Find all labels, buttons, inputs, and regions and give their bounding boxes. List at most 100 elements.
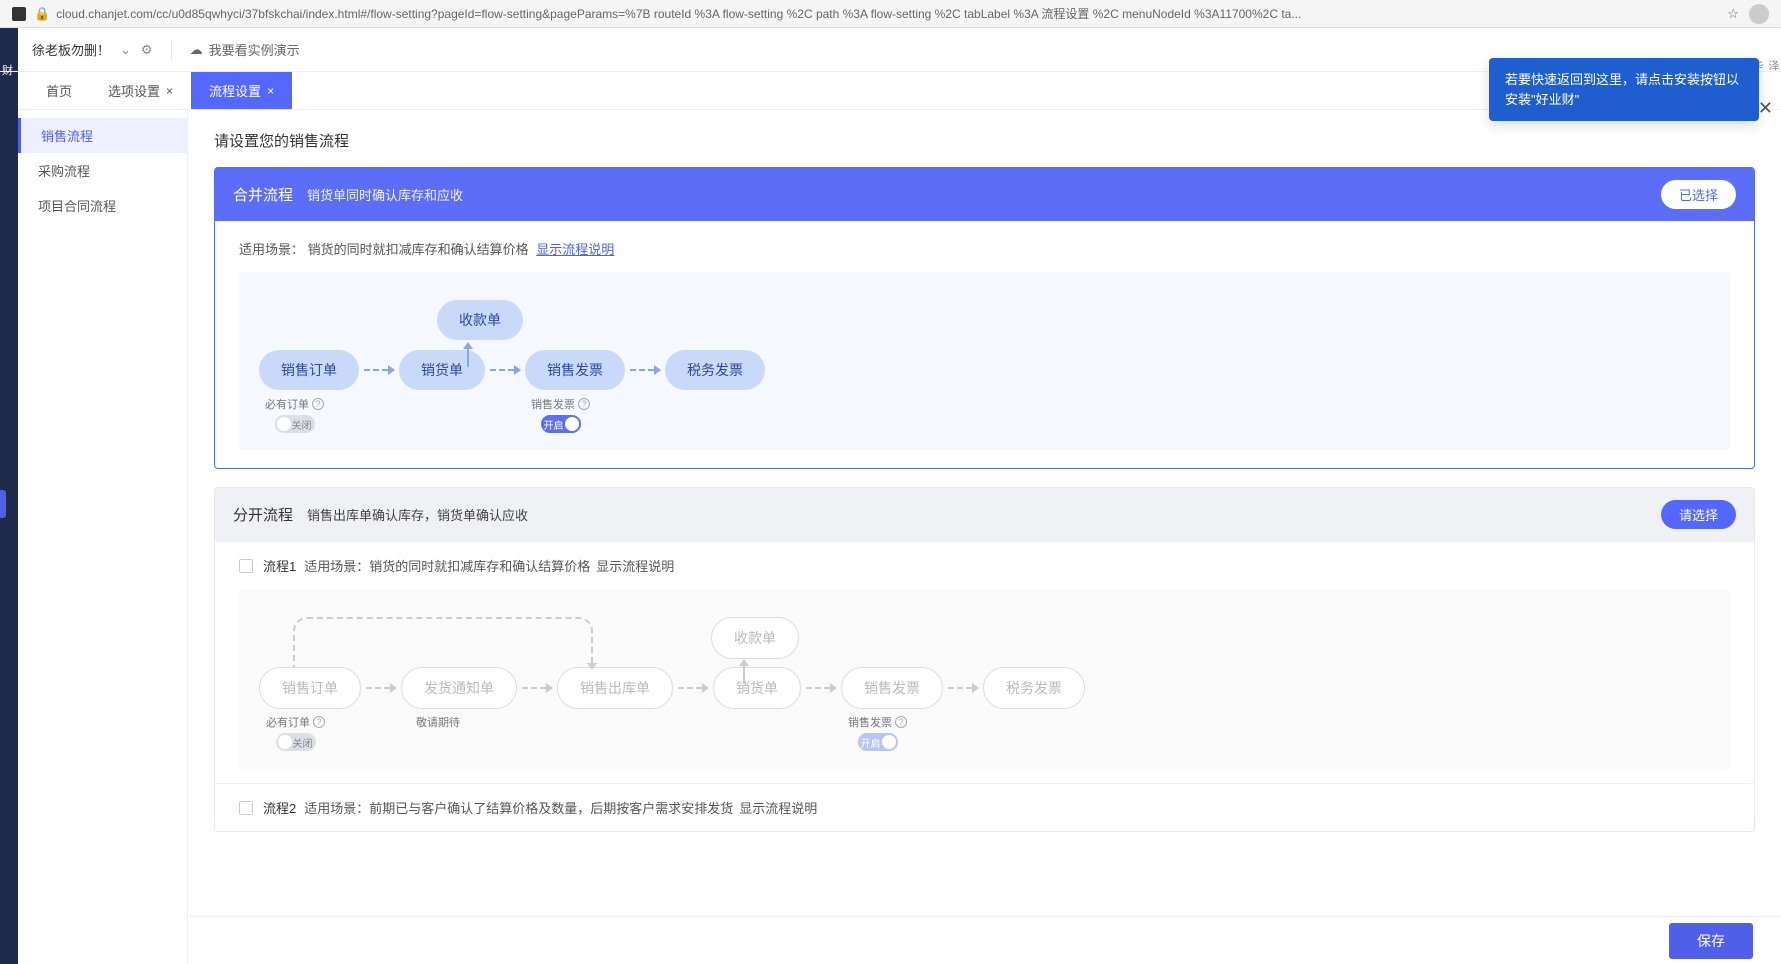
help-icon[interactable]: ?: [895, 716, 907, 728]
process2-head: 流程2 适用场景： 前期已与客户确认了结算价格及数量，后期按客户需求安排发货 显…: [239, 798, 1730, 817]
chevron-down-icon[interactable]: ⌄: [120, 42, 131, 58]
node-label: 税务发票: [687, 362, 743, 378]
selected-button[interactable]: 已选择: [1661, 180, 1736, 209]
tab-label: 选项设置: [108, 81, 160, 100]
toggle-label: 关闭: [292, 417, 312, 432]
tooltip-text: 若要快速返回到这里，请点击安装按钮以安装"好业财": [1505, 72, 1739, 107]
checkbox-process1[interactable]: [239, 559, 253, 573]
star-icon[interactable]: ☆: [1727, 6, 1739, 22]
section-body: 适用场景： 销货的同时就扣减库存和确认结算价格 显示流程说明 收款单 销售订单 …: [215, 221, 1754, 468]
arrow-up: [463, 342, 473, 367]
app-header: 徐老板勿删！ ⌄ ⚙ ☁ 我要看实例演示 若要快速返回到这里，请点击安装按钮以安…: [0, 28, 1781, 72]
scenario-text: 销货的同时就扣减库存和确认结算价格: [308, 242, 529, 257]
flow-node-shipping-notice: 发货通知单 敬请期待: [401, 667, 517, 709]
arrow-icon: [485, 365, 525, 375]
tab-close-icon[interactable]: ×: [267, 84, 274, 98]
tab-close-icon[interactable]: ×: [166, 84, 173, 98]
curved-arrowhead: [587, 663, 597, 670]
tab-flow-settings[interactable]: 流程设置 ×: [191, 72, 292, 109]
node-label: 收款单: [734, 630, 776, 646]
show-flow-desc-link[interactable]: 显示流程说明: [536, 242, 614, 257]
arrow-icon: [625, 365, 665, 375]
site-icon: [12, 7, 26, 21]
sidebar-item-sales-flow[interactable]: 销售流程: [18, 118, 187, 153]
scenario-line: 适用场景： 销货的同时就扣减库存和确认结算价格 显示流程说明: [239, 239, 1730, 258]
browser-avatar[interactable]: [1749, 4, 1769, 24]
section-subtitle: 销售出库单确认库存，销货单确认应收: [307, 505, 528, 524]
toggle-must-have-order[interactable]: 关闭: [275, 415, 315, 433]
show-flow-desc-link[interactable]: 显示流程说明: [596, 556, 674, 575]
flow-diagram-disabled: 收款单 销售订单 必有订单? 关闭 发货通知单: [239, 589, 1730, 769]
divider: [171, 40, 172, 60]
lock-icon: 🔒: [34, 6, 50, 22]
process-name: 流程1: [263, 556, 296, 575]
page-title: 请设置您的销售流程: [214, 130, 1755, 151]
flow-node-sales-slip: 销货单: [713, 667, 801, 709]
save-button[interactable]: 保存: [1669, 923, 1753, 959]
sidebar-item-project-contract-flow[interactable]: 项目合同流程: [18, 188, 187, 223]
under-label: 销售发票: [531, 396, 575, 412]
node-label: 销售订单: [281, 362, 337, 378]
flow-node-tax-invoice: 税务发票: [665, 350, 765, 390]
toggle-sales-invoice: 开启: [858, 733, 898, 751]
under-label: 销售发票: [848, 714, 892, 730]
flow-node-sales-invoice: 销售发票 销售发票? 开启: [525, 350, 625, 390]
workspace-title: 徐老板勿删！: [32, 40, 110, 59]
arrow-icon: [801, 683, 841, 693]
arrow-icon: [673, 683, 713, 693]
install-tooltip: 若要快速返回到这里，请点击安装按钮以安装"好业财": [1489, 58, 1759, 121]
nav-highlight: [0, 490, 6, 518]
arrow-up: [739, 659, 749, 684]
tab-option-settings[interactable]: 选项设置 ×: [90, 72, 191, 109]
demo-link[interactable]: ☁ 我要看实例演示: [190, 40, 300, 59]
help-icon[interactable]: ?: [313, 716, 325, 728]
process-name: 流程2: [263, 798, 296, 817]
toggle-label: 开启: [544, 417, 564, 432]
select-button[interactable]: 请选择: [1661, 500, 1736, 529]
help-icon[interactable]: ?: [578, 398, 590, 410]
scenario-label: 适用场景：: [239, 242, 304, 257]
sidebar-item-purchase-flow[interactable]: 采购流程: [18, 153, 187, 188]
toggle-must-have-order: 关闭: [276, 733, 316, 751]
curved-connector: [293, 617, 593, 669]
flow-node-outbound: 销售出库单: [557, 667, 673, 709]
tab-home[interactable]: 首页: [28, 72, 90, 109]
section-subtitle: 销货单同时确认库存和应收: [307, 185, 463, 204]
browser-address-bar: 🔒 cloud.chanjet.com/cc/u0d85qwhyci/37bfs…: [0, 0, 1781, 28]
sidebar-item-label: 销售流程: [41, 129, 93, 144]
tab-label: 首页: [46, 81, 72, 100]
node-label: 销货单: [421, 362, 463, 378]
flow-node-tax-invoice: 税务发票: [983, 667, 1085, 709]
toggle-label: 开启: [861, 735, 881, 750]
process1-row: 流程1 适用场景： 销货的同时就扣减库存和确认结算价格 显示流程说明 收款单 销…: [215, 541, 1754, 783]
gear-icon[interactable]: ⚙: [141, 42, 153, 58]
section-title: 分开流程: [233, 504, 293, 525]
arrow-icon: [359, 365, 399, 375]
node-label: 销售订单: [282, 680, 338, 696]
node-label: 发货通知单: [424, 680, 494, 696]
arrow-icon: [517, 683, 557, 693]
section-title: 合并流程: [233, 184, 293, 205]
scenario-label: 适用场景：: [304, 798, 369, 817]
under-label: 必有订单: [265, 396, 309, 412]
help-icon[interactable]: ?: [312, 398, 324, 410]
toggle-label: 关闭: [293, 735, 313, 750]
flow-diagram: 收款单 销售订单 必有订单? 关闭 销货单: [239, 272, 1730, 450]
flow-node-receipt: 收款单: [711, 617, 799, 659]
node-label: 销售发票: [547, 362, 603, 378]
show-flow-desc-link[interactable]: 显示流程说明: [739, 798, 817, 817]
section-merged-flow: 合并流程 销货单同时确认库存和应收 已选择 适用场景： 销货的同时就扣减库存和确…: [214, 167, 1755, 469]
node-label: 销售发票: [864, 680, 920, 696]
save-label: 保存: [1697, 933, 1725, 949]
toggle-sales-invoice[interactable]: 开启: [541, 415, 581, 433]
cloud-icon: ☁: [190, 42, 203, 58]
flow-node-sales-invoice: 销售发票 销售发票? 开启: [841, 667, 943, 709]
checkbox-process2[interactable]: [239, 801, 253, 815]
node-label: 销售出库单: [580, 680, 650, 696]
tab-label: 流程设置: [209, 81, 261, 100]
sidebar-item-label: 采购流程: [38, 164, 90, 179]
scenario-text: 前期已与客户确认了结算价格及数量，后期按客户需求安排发货: [369, 798, 733, 817]
left-nav-strip: 财: [0, 28, 18, 964]
url-text: cloud.chanjet.com/cc/u0d85qwhyci/37bfskc…: [56, 5, 1719, 22]
flow-node-receipt: 收款单: [437, 300, 523, 340]
